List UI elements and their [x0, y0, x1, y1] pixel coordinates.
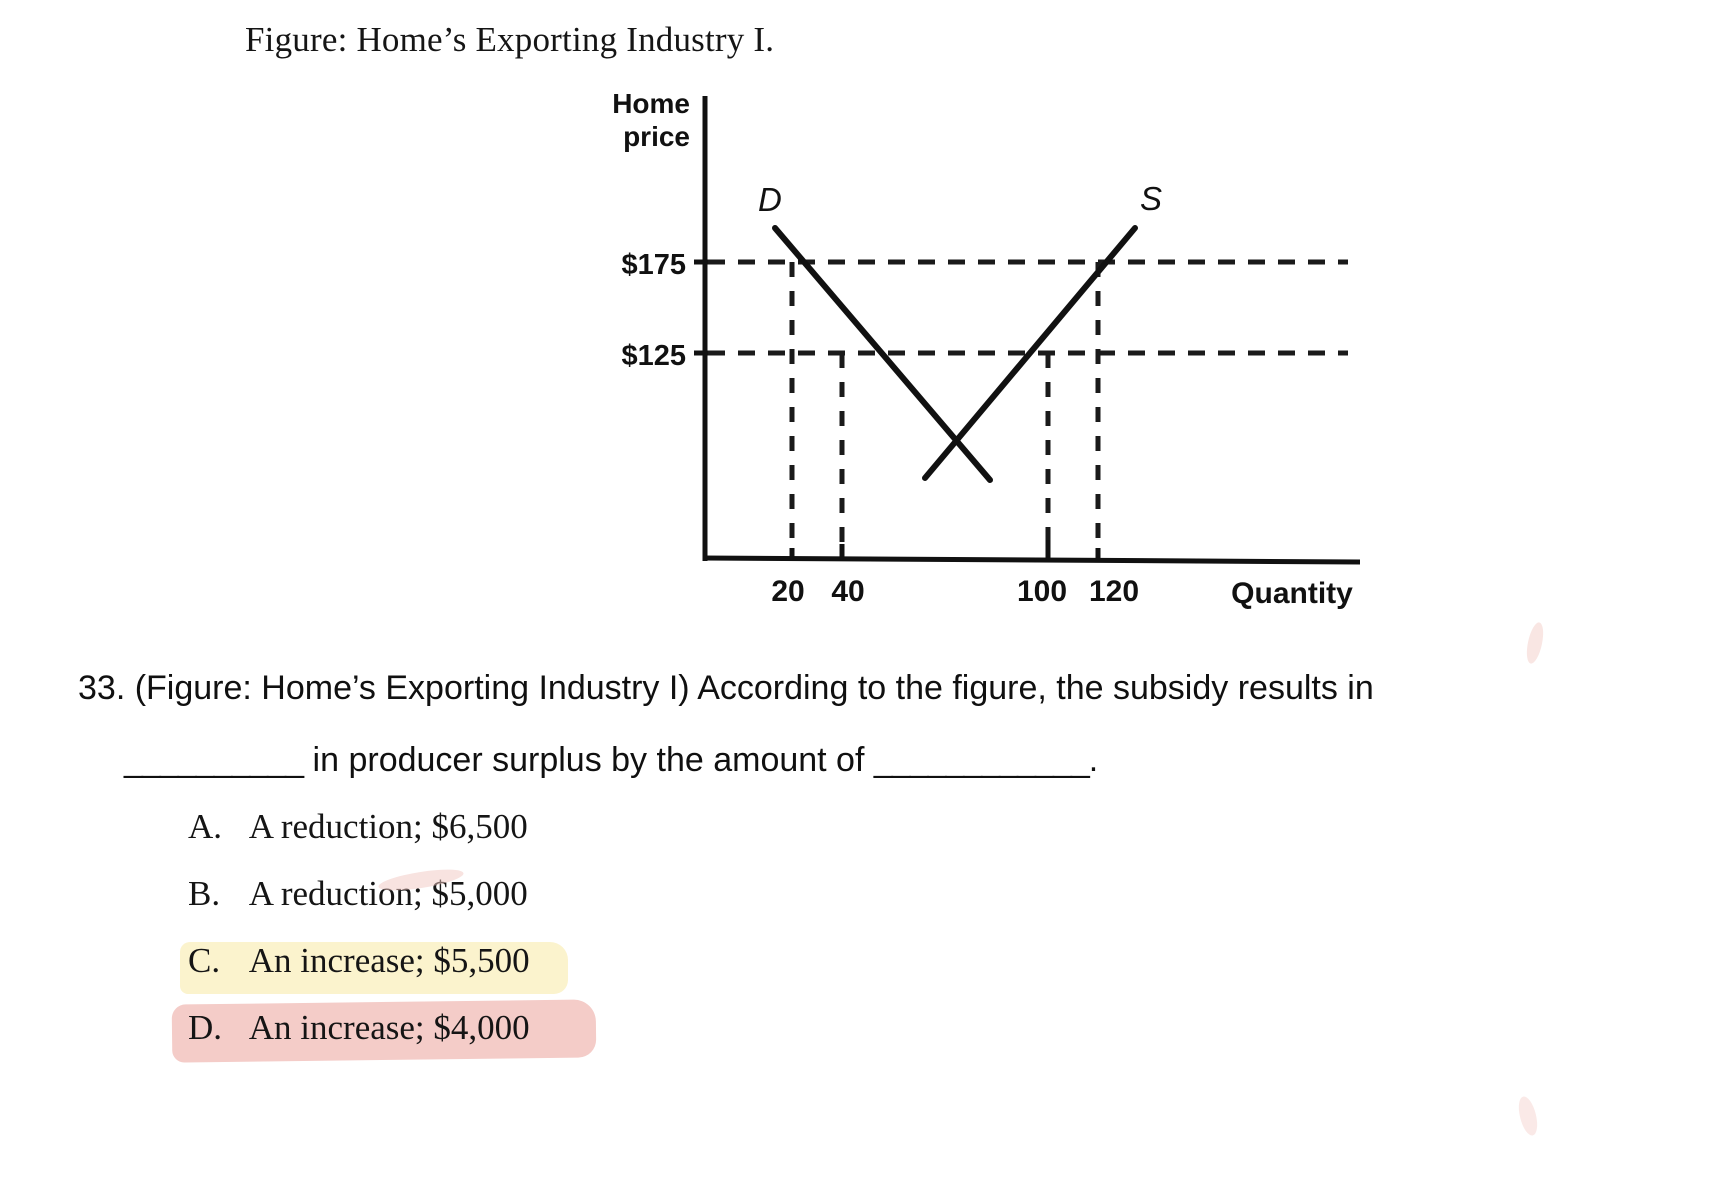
x-axis-title: Quantity	[1231, 577, 1353, 610]
option-text-c: An increase; $5,500	[248, 941, 530, 980]
answer-blank-1[interactable]: __________	[124, 741, 304, 779]
demand-curve-label: D	[758, 181, 782, 218]
y-tick-label-175: $175	[621, 249, 686, 281]
question-period: .	[1088, 741, 1099, 779]
question-line-2: __________ in producer surplus by the am…	[124, 743, 1098, 777]
answer-option-b[interactable]: B. A reduction; $5,000	[186, 872, 886, 939]
x-axis-line	[702, 555, 1361, 565]
option-letter-d: D.	[188, 1008, 223, 1047]
x-tick-label-40: 40	[831, 575, 864, 608]
chart-svg: Home price $175 $125 D S 20 40 100 120	[612, 88, 1361, 610]
answer-option-c[interactable]: C. An increase; $5,500	[180, 939, 886, 1006]
option-letter-b: B.	[188, 874, 221, 913]
answer-blank-2[interactable]: ____________	[873, 741, 1090, 779]
supply-curve-label: S	[1140, 180, 1162, 217]
option-text-b: A reduction; $5,000	[248, 874, 528, 913]
supply-curve-line	[922, 225, 1138, 481]
question-line-2-text: in producer surplus by the amount of	[312, 741, 865, 779]
highlighter-smudge-right-lower	[1515, 1094, 1541, 1138]
x-tick-label-20: 20	[771, 575, 804, 608]
demand-curve-line	[772, 225, 993, 483]
question-line-1: 33. (Figure: Home’s Exporting Industry I…	[78, 669, 1374, 707]
y-tick-label-125: $125	[621, 340, 686, 372]
y-axis-title-line1: Home	[612, 88, 690, 119]
answer-options-list: A. A reduction; $6,500 B. A reduction; $…	[180, 805, 886, 1073]
figure-title: Figure: Home’s Exporting Industry I.	[245, 20, 775, 59]
option-text-d: An increase; $4,000	[248, 1008, 530, 1047]
option-letter-a: A.	[188, 807, 223, 846]
highlighter-smudge-right-upper	[1523, 621, 1547, 665]
figure-chart: Home price $175 $125 D S 20 40 100 120	[590, 88, 1380, 618]
answer-option-a[interactable]: A. A reduction; $6,500	[186, 805, 886, 872]
y-axis-title-line2: price	[623, 121, 690, 152]
option-letter-c: C.	[188, 941, 221, 980]
option-text-a: A reduction; $6,500	[248, 807, 528, 846]
x-tick-label-120: 120	[1089, 575, 1139, 608]
answer-option-d[interactable]: D. An increase; $4,000	[186, 1006, 886, 1073]
x-tick-label-100: 100	[1017, 575, 1067, 608]
